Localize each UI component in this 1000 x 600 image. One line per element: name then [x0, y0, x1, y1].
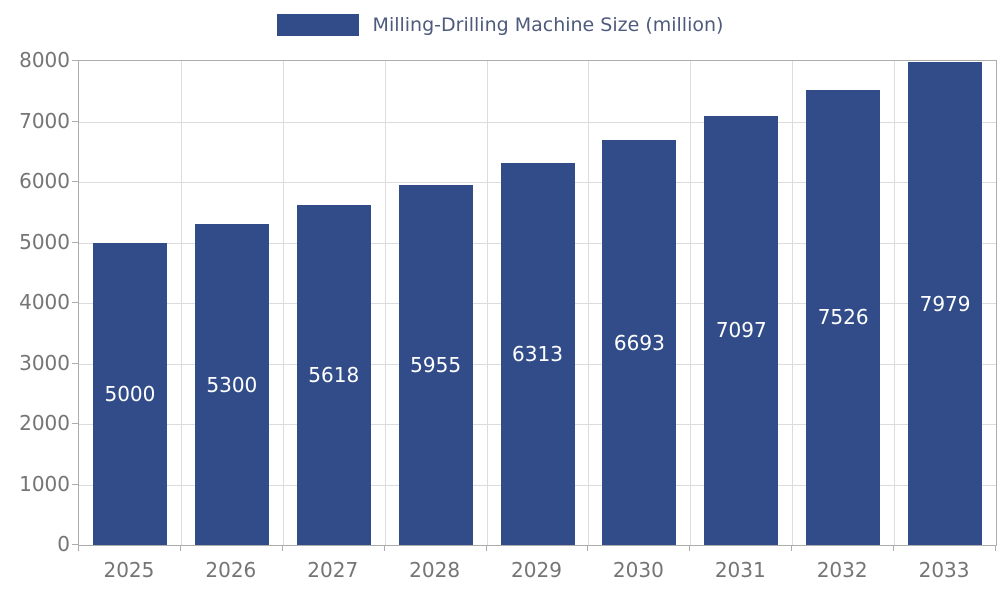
y-axis-tick-label: 8000 [19, 48, 70, 72]
bar: 6313 [500, 163, 575, 545]
bar: 6693 [602, 140, 677, 545]
gridline-v [486, 61, 488, 545]
legend-label: Milling-Drilling Machine Size (million) [372, 14, 724, 36]
x-axis-tick-label: 2025 [103, 558, 155, 582]
y-axis-tick-label: 4000 [19, 290, 70, 314]
x-axis-tick-mark [791, 545, 793, 551]
y-axis-tick-mark [72, 544, 78, 545]
y-axis-tick-label: 7000 [19, 108, 70, 133]
bar: 5300 [194, 224, 269, 545]
gridline-v [282, 61, 284, 545]
x-axis-tick-mark [893, 545, 895, 551]
x-axis-tick-label: 2033 [918, 558, 970, 582]
x-axis-tick-mark [587, 545, 589, 551]
gridline-v [894, 61, 896, 545]
gridline-v [792, 61, 794, 545]
bar-value-label: 7526 [817, 305, 869, 330]
bar: 7526 [806, 89, 881, 545]
bar: 5000 [92, 242, 167, 545]
bar: 5955 [398, 184, 473, 545]
bar: 7097 [704, 115, 779, 545]
legend-swatch [276, 14, 359, 36]
y-axis-tick-label: 6000 [19, 169, 70, 193]
x-axis-tick-mark [78, 545, 79, 551]
y-axis-tick-label: 1000 [19, 471, 70, 496]
x-axis-tick-label: 2031 [714, 558, 766, 582]
x-axis-tick-mark [281, 545, 283, 551]
legend: Milling-Drilling Machine Size (million) [0, 14, 1000, 36]
x-axis-tick-mark [383, 545, 385, 551]
gridline-v [588, 61, 590, 545]
bar-value-label: 6693 [613, 330, 665, 355]
bar-value-label: 6313 [512, 342, 563, 367]
bar-value-label: 7979 [919, 291, 971, 316]
y-axis-tick-mark [72, 302, 78, 303]
bar-value-label: 5300 [206, 372, 258, 397]
gridline-v [180, 61, 182, 545]
y-axis-tick-label: 2000 [19, 411, 70, 435]
bar-value-label: 5000 [104, 381, 156, 406]
x-axis-tick-label: 2029 [511, 558, 562, 582]
y-axis-tick-label: 0 [57, 532, 70, 556]
y-axis-tick-mark [72, 362, 78, 364]
bar-value-label: 7097 [715, 318, 767, 343]
x-axis-tick-label: 2028 [409, 558, 461, 582]
y-axis-tick-mark [72, 241, 78, 243]
plot-area: 5000 5300 5618 5955 6313 6693 7097 7526 7979 [78, 60, 997, 546]
y-axis-tick-label: 3000 [19, 350, 70, 375]
x-axis-tick-mark [995, 545, 996, 551]
x-axis-tick-mark [485, 545, 487, 551]
y-axis-tick-mark [72, 181, 78, 182]
gridline-h [79, 121, 996, 123]
bar: 5618 [296, 205, 371, 545]
y-axis-tick-mark [72, 120, 78, 122]
x-axis-tick-label: 2032 [816, 558, 868, 582]
bar-value-label: 5618 [308, 363, 360, 388]
gridline-v [690, 61, 692, 545]
y-axis-tick-mark [72, 483, 78, 485]
y-axis-tick-mark [72, 60, 78, 61]
y-axis-tick-label: 5000 [19, 229, 70, 254]
x-axis-tick-mark [689, 545, 691, 551]
bar: 7979 [908, 62, 983, 545]
x-axis-tick-label: 2026 [205, 558, 257, 582]
gridline-v [384, 61, 386, 545]
x-axis-tick-label: 2030 [612, 558, 664, 582]
bar-value-label: 5955 [410, 352, 462, 377]
x-axis-tick-mark [179, 545, 181, 551]
y-axis-tick-mark [72, 423, 78, 424]
x-axis-tick-label: 2027 [307, 558, 359, 582]
